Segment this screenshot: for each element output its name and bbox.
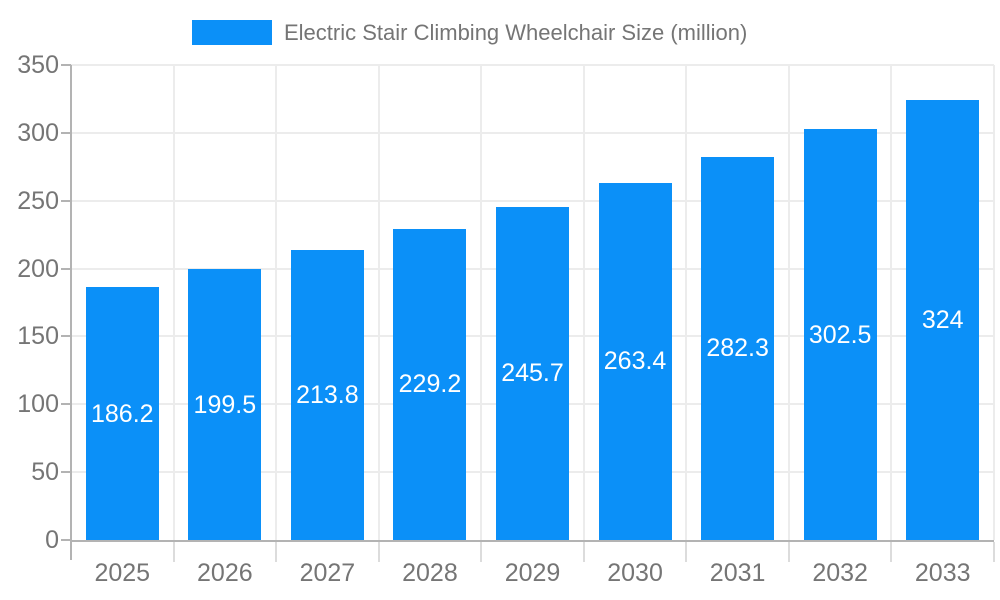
gridline-vertical bbox=[787, 65, 790, 540]
y-axis-line bbox=[70, 65, 72, 560]
bar[interactable] bbox=[496, 206, 569, 540]
x-axis-tick bbox=[275, 542, 278, 562]
y-axis-tick bbox=[61, 131, 71, 134]
bar-value-label: 324 bbox=[921, 306, 964, 335]
x-tick-label: 2031 bbox=[709, 559, 766, 587]
y-tick-label: 200 bbox=[17, 254, 59, 283]
bar-value-label: 282.3 bbox=[706, 334, 769, 363]
x-axis-line bbox=[71, 540, 994, 542]
gridline-vertical bbox=[890, 65, 893, 540]
bar-value-label: 199.5 bbox=[193, 390, 257, 419]
y-axis-tick bbox=[61, 199, 71, 202]
x-tick-label: 2027 bbox=[299, 559, 356, 587]
bar-value-label: 302.5 bbox=[808, 320, 872, 349]
gridline-vertical bbox=[377, 65, 380, 540]
x-tick-label: 2033 bbox=[914, 559, 971, 587]
y-axis-tick bbox=[61, 335, 71, 338]
y-tick-label: 150 bbox=[17, 322, 59, 351]
bar[interactable] bbox=[85, 287, 159, 540]
bar-value-label: 186.2 bbox=[90, 399, 154, 428]
y-tick-label: 50 bbox=[31, 458, 59, 487]
x-axis-tick bbox=[685, 542, 688, 562]
bar-value-label: 229.2 bbox=[398, 370, 462, 399]
y-axis-tick bbox=[61, 539, 71, 541]
gridline-horizontal bbox=[71, 131, 994, 134]
bar-value-label: 263.4 bbox=[603, 347, 667, 376]
y-tick-label: 350 bbox=[17, 51, 59, 79]
y-tick-label: 300 bbox=[17, 118, 59, 147]
y-tick-label: 0 bbox=[45, 526, 59, 554]
y-axis-tick bbox=[61, 267, 71, 270]
x-axis-tick bbox=[787, 542, 790, 562]
legend-swatch[interactable] bbox=[192, 20, 272, 45]
x-axis-tick bbox=[377, 542, 380, 562]
x-axis-tick bbox=[480, 542, 483, 562]
y-tick-label: 100 bbox=[17, 390, 59, 419]
y-axis-tick bbox=[61, 64, 71, 66]
x-tick-label: 2028 bbox=[402, 559, 458, 587]
legend-label: Electric Stair Climbing Wheelchair Size … bbox=[284, 19, 748, 45]
gridline-vertical bbox=[172, 65, 175, 540]
x-tick-label: 2032 bbox=[812, 559, 868, 587]
bar[interactable] bbox=[290, 249, 364, 540]
x-axis-tick bbox=[890, 542, 893, 562]
gridline-horizontal bbox=[71, 64, 994, 66]
y-tick-label: 250 bbox=[17, 186, 59, 215]
gridline-horizontal bbox=[71, 199, 994, 202]
y-axis-tick bbox=[61, 403, 71, 406]
legend[interactable]: Electric Stair Climbing Wheelchair Size … bbox=[192, 20, 747, 45]
gridline-vertical bbox=[480, 65, 483, 540]
gridline-vertical bbox=[275, 65, 278, 540]
bar[interactable] bbox=[598, 182, 672, 540]
x-axis-tick bbox=[172, 542, 175, 562]
x-tick-label: 2026 bbox=[197, 559, 253, 587]
gridline-vertical bbox=[685, 65, 688, 540]
bar-value-label: 245.7 bbox=[501, 359, 564, 388]
x-tick-label: 2029 bbox=[504, 559, 561, 587]
bar[interactable] bbox=[188, 269, 262, 540]
x-axis-tick bbox=[993, 542, 995, 562]
bar[interactable] bbox=[906, 100, 980, 540]
y-axis-tick bbox=[61, 471, 71, 474]
bar[interactable] bbox=[393, 228, 467, 540]
x-axis-tick bbox=[582, 542, 585, 562]
bar-value-label: 213.8 bbox=[296, 380, 359, 409]
bar[interactable] bbox=[701, 156, 775, 540]
x-tick-label: 2025 bbox=[94, 559, 151, 587]
bar[interactable] bbox=[803, 129, 877, 540]
gridline-vertical bbox=[582, 65, 585, 540]
x-tick-label: 2030 bbox=[607, 559, 663, 587]
gridline-vertical bbox=[993, 65, 995, 540]
